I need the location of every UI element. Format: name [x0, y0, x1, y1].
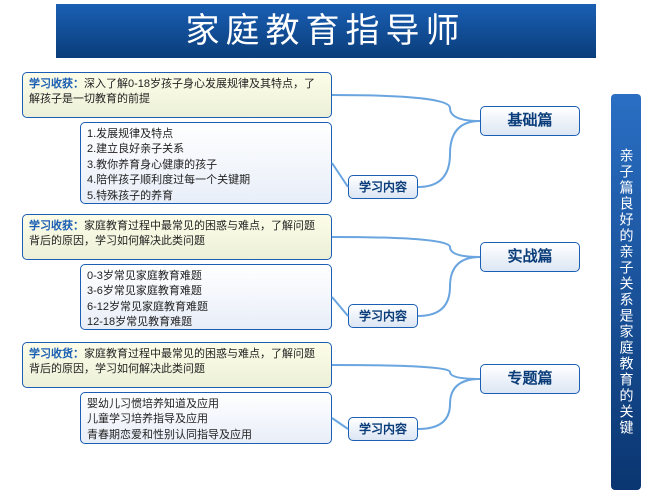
page-title: 家庭教育指导师 — [56, 4, 596, 58]
connector-lines — [10, 214, 600, 336]
connector-lines — [10, 342, 600, 450]
section-1: 学习收获：家庭教育过程中最常见的困惑与难点，了解问题背后的原因，学习如何解决此类… — [10, 214, 600, 336]
connector-lines — [10, 66, 600, 208]
section-0: 学习收获：深入了解0-18岁孩子身心发展规律及其特点，了解孩子是一切教育的前提1… — [10, 66, 600, 208]
section-2: 学习收货：家庭教育过程中最常见的困惑与难点，了解问题背后的原因，学习如何解决此类… — [10, 342, 600, 450]
sidebar-quote: 亲子篇良好的亲子关系是家庭教育的关键 — [611, 94, 641, 490]
